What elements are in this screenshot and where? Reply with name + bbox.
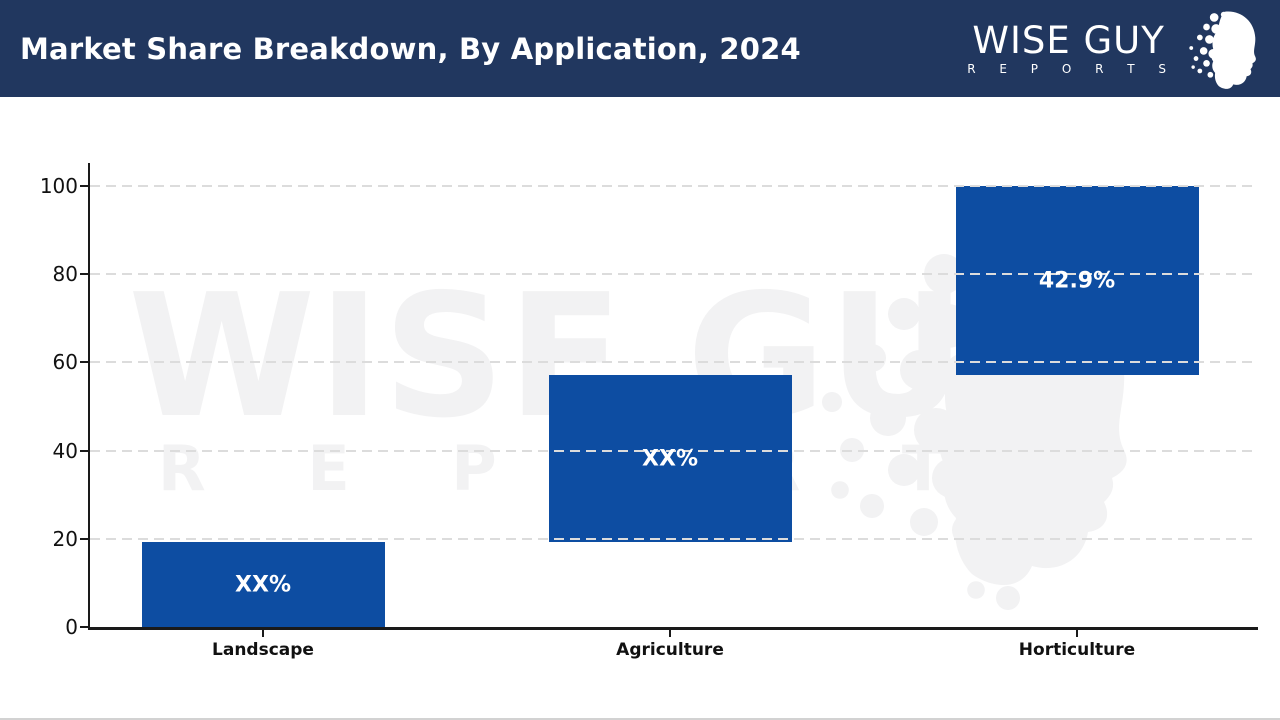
y-tick-label: 0 [65,615,78,639]
y-axis-line [88,163,90,630]
y-tick-mark [80,185,88,187]
x-category-label: Horticulture [1018,640,1136,660]
bar-value-label: 42.9% [1038,268,1116,294]
gridline [90,185,1258,187]
gridline [90,273,1258,276]
brand-logo-text: WISE GUY R E P O R T S [961,22,1176,76]
brand-name: WISE GUY [972,18,1165,62]
gridline [90,449,1258,452]
gridline [90,537,1258,540]
brand-logo: WISE GUY R E P O R T S [961,0,1266,97]
x-category-label: Agriculture [616,640,724,660]
y-tick-label: 40 [52,438,78,463]
y-tick-label: 100 [39,174,78,198]
y-tick-label: 20 [52,526,78,551]
bar-horticulture [955,186,1199,376]
x-tick-mark [669,630,671,637]
x-axis-line [88,627,1258,630]
bottom-border [0,718,1280,720]
page-title: Market Share Breakdown, By Application, … [20,31,801,66]
face-dots-icon [1189,11,1256,89]
y-tick-label: 60 [52,350,78,375]
bar-landscape [141,542,385,627]
brand-subtitle: R E P O R T S [967,61,1176,76]
bar-value-label: XX% [642,446,698,472]
bar-agriculture [548,375,792,543]
plot-area: 0 20 40 60 80 100 Landscape Agriculture Horticul… [0,97,1280,720]
y-tick-label: 80 [52,262,78,287]
bar-value-label: XX% [235,572,291,598]
y-tick-mark [80,537,88,540]
gridline [90,361,1258,364]
y-tick-mark [80,449,88,452]
x-category-label: Landscape [212,640,314,660]
x-tick-mark [262,630,264,637]
y-tick-mark [80,626,88,628]
header-bar: Market Share Breakdown, By Application, … [0,0,1280,97]
y-tick-mark [80,361,88,364]
x-tick-mark [1076,630,1078,637]
y-tick-mark [80,273,88,276]
